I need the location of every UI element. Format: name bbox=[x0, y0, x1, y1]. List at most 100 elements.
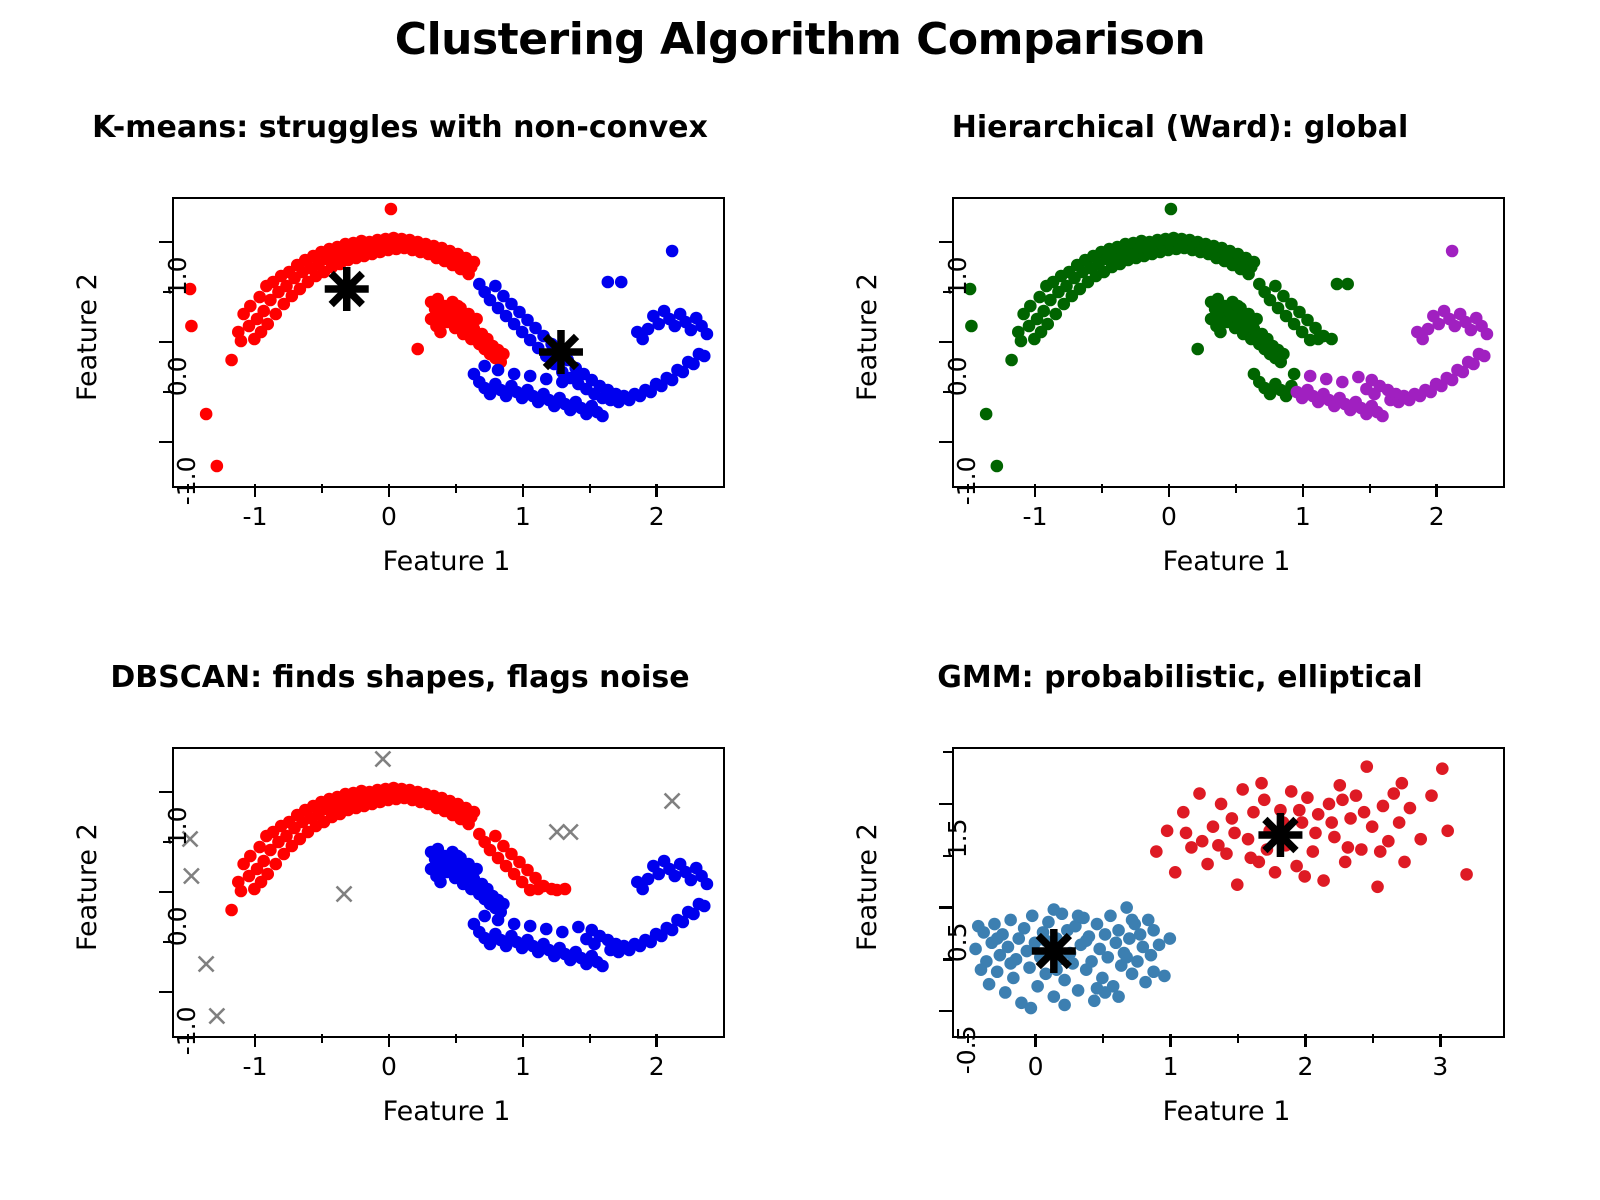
data-point bbox=[505, 297, 518, 311]
data-point bbox=[491, 913, 505, 927]
data-point bbox=[1085, 955, 1098, 968]
data-point bbox=[1079, 934, 1093, 947]
data-point bbox=[1025, 909, 1039, 923]
data-point bbox=[1293, 803, 1306, 817]
data-point bbox=[596, 959, 609, 973]
data-point bbox=[1257, 793, 1271, 807]
data-point bbox=[244, 849, 257, 863]
data-point bbox=[497, 289, 510, 303]
data-point bbox=[1201, 857, 1214, 871]
data-point bbox=[261, 867, 275, 881]
data-point bbox=[1144, 948, 1158, 962]
data-point bbox=[684, 323, 698, 337]
x-tick-label: -1 bbox=[242, 1052, 268, 1081]
data-point bbox=[1445, 373, 1459, 387]
y-tick bbox=[939, 340, 952, 344]
y-tick-label: -1.0 bbox=[171, 1006, 201, 1056]
data-point bbox=[470, 862, 483, 876]
series-cluster-a bbox=[963, 202, 1354, 473]
data-point bbox=[1250, 312, 1263, 326]
data-point bbox=[515, 325, 529, 339]
x-tick bbox=[387, 484, 391, 497]
x-tick bbox=[454, 1034, 458, 1043]
data-point bbox=[980, 955, 993, 968]
plot-area-gmm[interactable] bbox=[952, 747, 1505, 1038]
y-tick bbox=[939, 240, 952, 244]
data-point bbox=[1230, 878, 1244, 892]
y-axis-title: Feature 2 bbox=[72, 272, 103, 401]
data-point bbox=[1268, 865, 1282, 879]
data-point bbox=[1152, 938, 1166, 952]
data-point bbox=[1255, 776, 1268, 790]
data-point bbox=[1269, 279, 1282, 293]
data-point bbox=[1071, 984, 1085, 997]
panel-gmm: GMM: probabilistic, elliptical 0 1 2 3 1.5 0.… bbox=[800, 660, 1560, 1150]
data-point bbox=[253, 290, 266, 304]
panel-title-kmeans: K-means: struggles with non-convex bbox=[92, 110, 708, 145]
data-point bbox=[1225, 812, 1239, 825]
panel-title-gmm: GMM: probabilistic, elliptical bbox=[937, 660, 1423, 695]
y-tick bbox=[159, 990, 172, 994]
data-point bbox=[1263, 293, 1277, 307]
plot-area-kmeans[interactable] bbox=[172, 197, 725, 488]
data-point bbox=[489, 829, 502, 843]
noise-marker bbox=[335, 885, 353, 903]
data-point bbox=[1020, 944, 1034, 958]
data-point bbox=[264, 843, 277, 857]
y-tick-label: 1.0 bbox=[942, 256, 972, 297]
data-point bbox=[1185, 841, 1198, 854]
data-point bbox=[434, 875, 447, 889]
data-point bbox=[982, 977, 996, 991]
series-component-2 bbox=[1150, 760, 1473, 894]
data-point bbox=[1147, 965, 1160, 979]
noise-marker bbox=[208, 1007, 226, 1025]
data-point bbox=[478, 359, 491, 373]
y-tick bbox=[159, 790, 172, 794]
data-point bbox=[384, 202, 398, 216]
data-point bbox=[1123, 932, 1136, 945]
x-axis-title: Feature 1 bbox=[382, 1096, 511, 1127]
data-point bbox=[1336, 793, 1349, 807]
y-tick-label: -0.5 bbox=[951, 1025, 981, 1075]
data-point bbox=[1193, 787, 1206, 800]
data-point bbox=[1041, 317, 1055, 331]
noise-marker bbox=[182, 867, 200, 885]
data-point bbox=[1139, 975, 1152, 989]
data-point bbox=[1244, 851, 1258, 865]
y-tick-label: 1.0 bbox=[162, 256, 192, 297]
data-point bbox=[652, 867, 666, 881]
data-point bbox=[1101, 950, 1115, 964]
data-point bbox=[1392, 816, 1406, 829]
data-point bbox=[1333, 778, 1347, 792]
data-point bbox=[601, 275, 615, 289]
data-point bbox=[697, 349, 711, 363]
data-point bbox=[497, 897, 510, 911]
data-point bbox=[499, 939, 513, 953]
data-point bbox=[1414, 832, 1428, 846]
panel-hierarchical: Hierarchical (Ward): global -1 0 1 2 1.0 0.0 -… bbox=[800, 110, 1560, 590]
plot-area-dbscan[interactable] bbox=[172, 747, 725, 1038]
data-point bbox=[280, 279, 293, 293]
data-point bbox=[668, 319, 682, 333]
data-point bbox=[244, 299, 257, 313]
data-point bbox=[1023, 961, 1036, 974]
data-point bbox=[1421, 322, 1435, 336]
y-axis-title: Feature 2 bbox=[852, 272, 883, 401]
data-point bbox=[556, 925, 569, 939]
series-cluster-b bbox=[1290, 244, 1494, 423]
data-point bbox=[1150, 845, 1163, 858]
data-point bbox=[1306, 845, 1320, 858]
y-tick-label: -1.0 bbox=[171, 456, 201, 506]
data-point bbox=[572, 370, 585, 384]
plot-area-hierarchical[interactable] bbox=[952, 197, 1505, 488]
data-point bbox=[988, 917, 1001, 931]
data-point bbox=[665, 923, 679, 937]
data-point bbox=[539, 372, 553, 386]
data-point bbox=[1069, 919, 1082, 933]
data-point bbox=[1001, 940, 1015, 954]
data-point bbox=[529, 871, 542, 885]
data-point bbox=[1295, 816, 1309, 829]
data-point bbox=[523, 333, 537, 347]
data-point bbox=[451, 849, 465, 863]
data-point bbox=[1131, 955, 1144, 968]
